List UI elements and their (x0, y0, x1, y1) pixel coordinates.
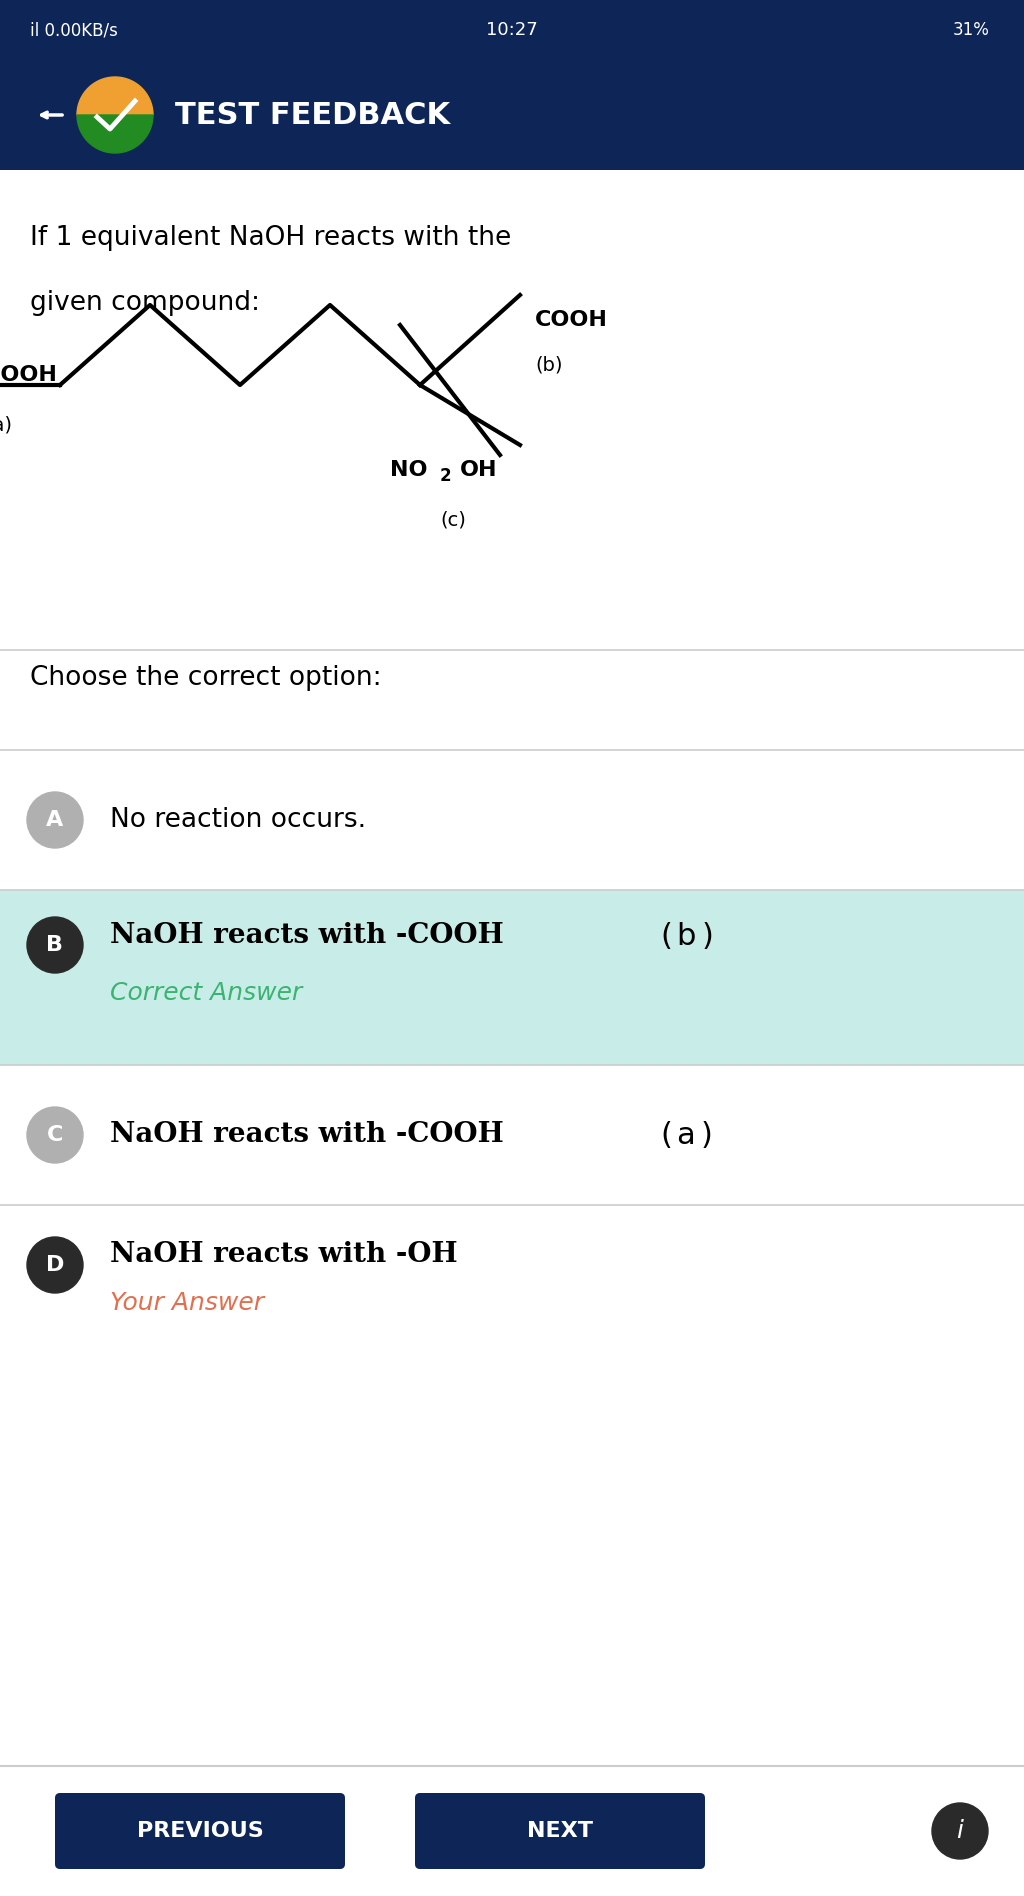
Bar (0, 171, 1024, 1765)
Text: i: i (956, 1818, 964, 1843)
Text: If 1 equivalent NaOH reacts with the: If 1 equivalent NaOH reacts with the (30, 226, 511, 250)
Text: 10:27: 10:27 (486, 21, 538, 40)
Text: NEXT: NEXT (527, 1820, 593, 1841)
Text: (c): (c) (440, 510, 466, 529)
Text: $\left(\,\mathrm{a}\,\right)$: $\left(\,\mathrm{a}\,\right)$ (660, 1119, 712, 1151)
Text: D: D (46, 1255, 65, 1274)
Text: il 0.00KB/s: il 0.00KB/s (30, 21, 118, 40)
Text: TEST FEEDBACK: TEST FEEDBACK (175, 100, 451, 129)
Text: B: B (46, 935, 63, 956)
Text: OH: OH (460, 461, 498, 480)
Text: C: C (47, 1124, 63, 1145)
Text: $\left(\,\mathrm{b}\,\right)$: $\left(\,\mathrm{b}\,\right)$ (660, 920, 713, 950)
Polygon shape (77, 78, 153, 116)
Circle shape (932, 1803, 988, 1858)
Text: PREVIOUS: PREVIOUS (136, 1820, 263, 1841)
Polygon shape (77, 116, 153, 154)
Text: (a): (a) (0, 415, 12, 434)
Text: COOH: COOH (535, 311, 608, 330)
Text: NO: NO (390, 461, 427, 480)
Circle shape (27, 1107, 83, 1162)
Bar (0, 0, 1024, 61)
Bar (0, 1765, 1024, 1896)
Text: Your Answer: Your Answer (110, 1291, 264, 1316)
Circle shape (27, 793, 83, 848)
Bar (0, 889, 1024, 1066)
Circle shape (27, 918, 83, 973)
Text: Correct Answer: Correct Answer (110, 980, 302, 1005)
Text: COOH: COOH (0, 366, 58, 385)
Text: No reaction occurs.: No reaction occurs. (110, 808, 367, 832)
Text: given compound:: given compound: (30, 290, 260, 317)
Text: NaOH reacts with -OH: NaOH reacts with -OH (110, 1242, 458, 1268)
Text: NaOH reacts with -COOH: NaOH reacts with -COOH (110, 1122, 504, 1149)
Circle shape (27, 1236, 83, 1293)
Text: NaOH reacts with -COOH: NaOH reacts with -COOH (110, 921, 504, 948)
Bar (0, 61, 1024, 171)
Text: Choose the correct option:: Choose the correct option: (30, 665, 382, 690)
Text: 31%: 31% (953, 21, 990, 40)
Text: (b): (b) (535, 355, 562, 374)
FancyBboxPatch shape (415, 1794, 705, 1869)
Text: A: A (46, 810, 63, 830)
Text: 2: 2 (440, 466, 452, 485)
FancyBboxPatch shape (55, 1794, 345, 1869)
